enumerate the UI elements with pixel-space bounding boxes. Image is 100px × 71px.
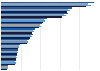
Bar bbox=[1, 45, 19, 47]
Bar bbox=[1, 14, 64, 15]
Bar bbox=[1, 55, 17, 56]
Bar bbox=[1, 10, 70, 11]
Bar bbox=[1, 23, 42, 24]
Bar bbox=[1, 56, 16, 57]
Bar bbox=[1, 22, 43, 23]
Bar bbox=[1, 41, 28, 43]
Bar bbox=[1, 37, 30, 39]
Bar bbox=[1, 35, 31, 36]
Bar bbox=[1, 34, 33, 35]
Bar bbox=[1, 40, 28, 41]
Bar bbox=[1, 59, 16, 60]
Bar bbox=[1, 7, 72, 9]
Bar bbox=[1, 66, 8, 68]
Bar bbox=[1, 49, 18, 51]
Bar bbox=[1, 9, 68, 10]
Bar bbox=[1, 68, 8, 69]
Bar bbox=[1, 13, 68, 14]
Bar bbox=[1, 43, 28, 44]
Bar bbox=[1, 3, 88, 5]
Bar bbox=[1, 44, 20, 45]
Bar bbox=[1, 27, 39, 28]
Bar bbox=[1, 2, 94, 3]
Bar bbox=[1, 19, 44, 20]
Bar bbox=[1, 32, 32, 34]
Bar bbox=[1, 47, 19, 48]
Bar bbox=[1, 18, 47, 19]
Bar bbox=[1, 48, 18, 49]
Bar bbox=[1, 62, 16, 64]
Bar bbox=[1, 36, 32, 37]
Bar bbox=[1, 30, 33, 31]
Bar bbox=[1, 64, 15, 65]
Bar bbox=[1, 52, 18, 53]
Bar bbox=[1, 31, 34, 32]
Bar bbox=[1, 11, 67, 12]
Bar bbox=[1, 51, 17, 52]
Bar bbox=[1, 15, 66, 16]
Bar bbox=[1, 53, 17, 55]
Bar bbox=[1, 65, 8, 66]
Bar bbox=[1, 57, 17, 59]
Bar bbox=[1, 5, 91, 6]
Bar bbox=[1, 20, 45, 22]
Bar bbox=[1, 26, 41, 27]
Bar bbox=[1, 6, 86, 7]
Bar bbox=[1, 60, 16, 61]
Bar bbox=[1, 28, 35, 30]
Bar bbox=[1, 16, 62, 18]
Bar bbox=[1, 24, 40, 26]
Bar bbox=[1, 39, 29, 40]
Bar bbox=[1, 69, 7, 70]
Bar bbox=[1, 61, 15, 62]
